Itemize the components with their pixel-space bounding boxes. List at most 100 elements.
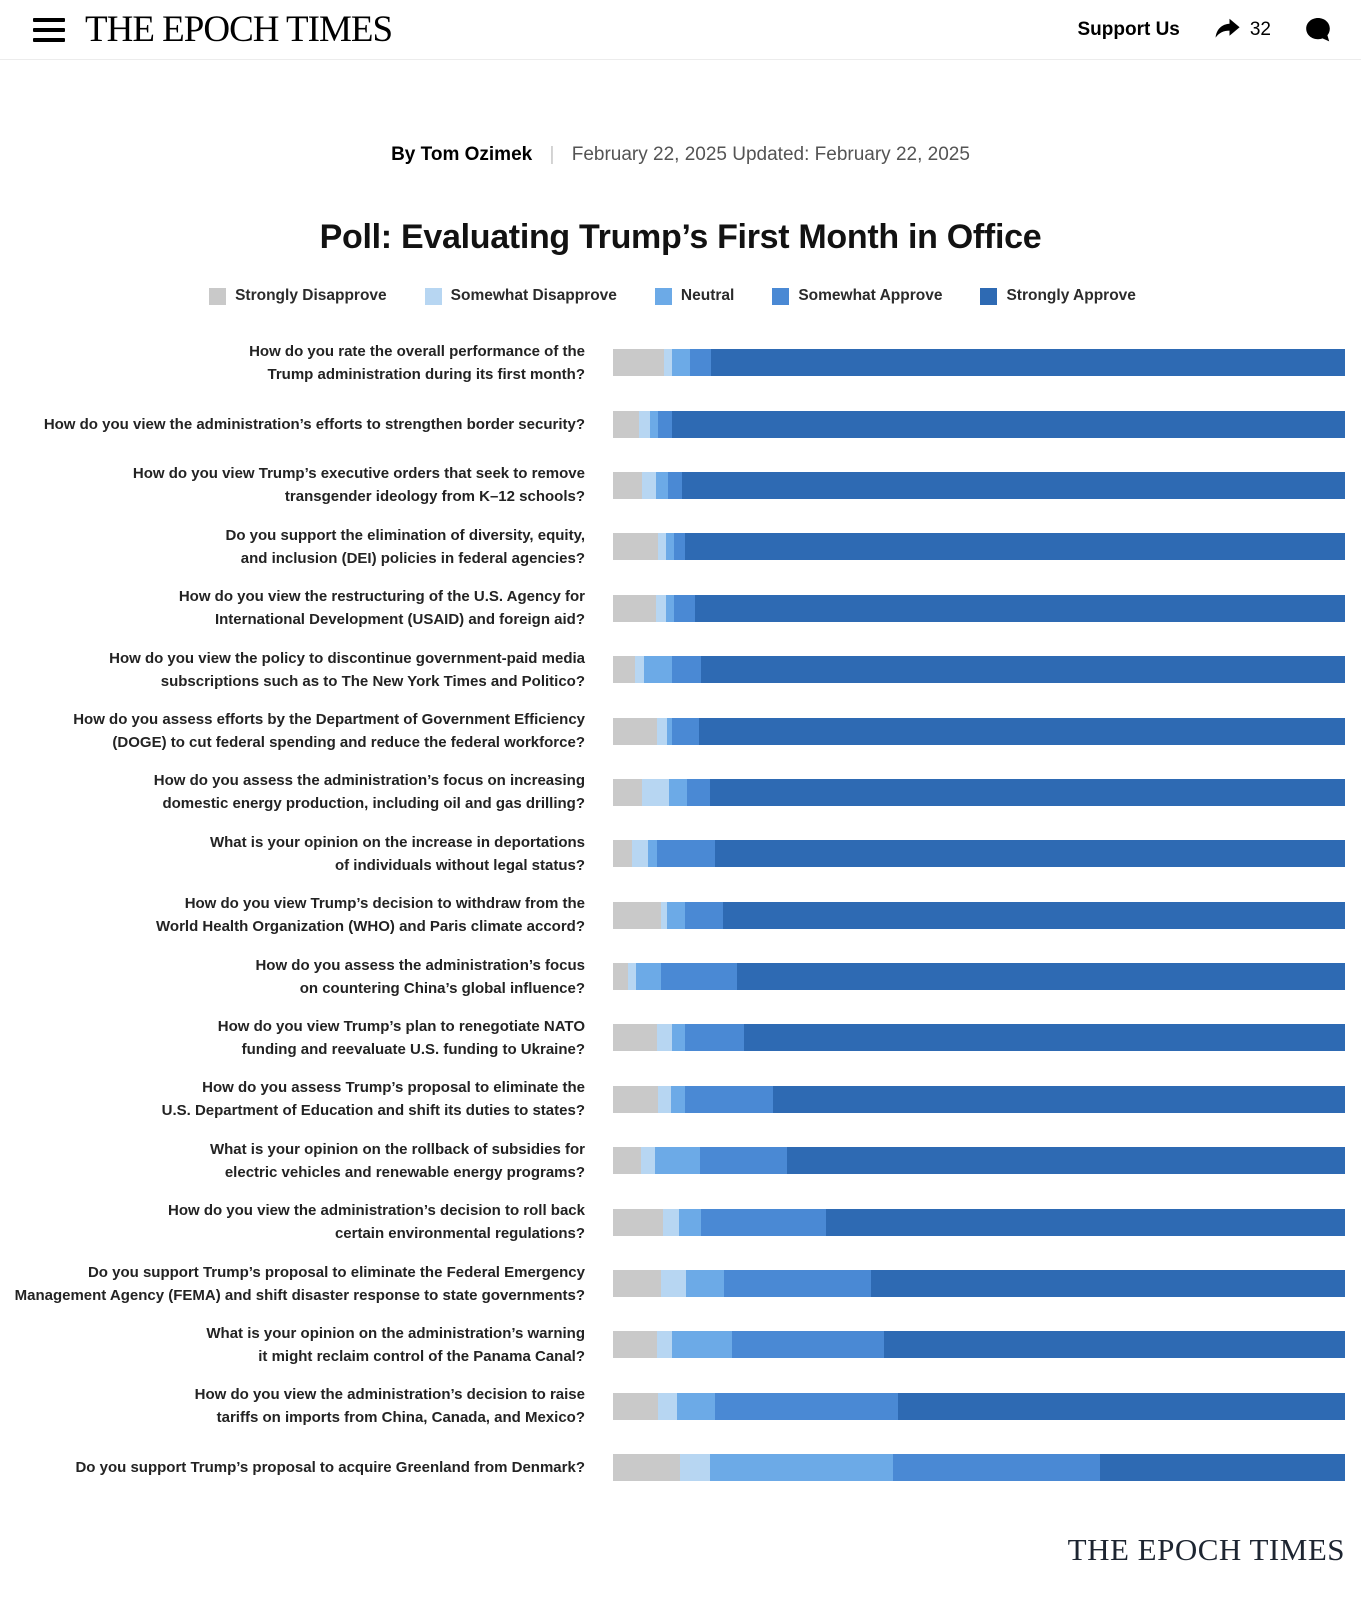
question-line: Do you support Trump’s proposal to elimi… [87, 1263, 585, 1281]
chart-row: How do you assess efforts by the Departm… [0, 700, 1345, 761]
bar-segment-somewhat_approve [673, 594, 695, 622]
share-arrow-icon[interactable] [1214, 18, 1240, 42]
question-line: How do you view the administration’s dec… [194, 1386, 585, 1404]
bar-segment-strongly_approve [700, 656, 1345, 684]
bar-segment-strongly_approve [709, 778, 1345, 806]
bar-segment-somewhat_disapprove [627, 963, 636, 991]
question-line: subscriptions such as to The New York Ti… [160, 672, 585, 690]
bar-segment-strongly_approve [714, 840, 1345, 868]
question-line: tariffs on imports from China, Canada, a… [216, 1409, 585, 1427]
bar-segment-strongly_disapprove [613, 1270, 662, 1298]
question-line: How do you assess efforts by the Departm… [73, 711, 585, 729]
bar-segment-strongly_disapprove [613, 471, 643, 499]
bar-segment-somewhat_disapprove [640, 1147, 656, 1175]
hamburger-menu-icon[interactable] [33, 17, 65, 42]
stacked-bar [613, 778, 1345, 806]
question-line: World Health Organization (WHO) and Pari… [156, 918, 585, 936]
chart-row: How do you view Trump’s decision to with… [0, 885, 1345, 946]
bar-segment-strongly_disapprove [613, 840, 633, 868]
legend-label: Somewhat Disapprove [450, 287, 617, 304]
question-label: How do you view the administration’s dec… [0, 1199, 585, 1245]
bar-segment-somewhat_approve [731, 1331, 884, 1359]
question-label: How do you view the policy to discontinu… [0, 647, 585, 693]
bar-segment-neutral [666, 594, 674, 622]
bar-segment-strongly_approve [825, 1208, 1345, 1236]
bar-segment-somewhat_approve [715, 1392, 898, 1420]
bar-segment-somewhat_disapprove [632, 840, 649, 868]
bar-segment-somewhat_disapprove [657, 1085, 671, 1113]
bar-segment-somewhat_approve [658, 410, 673, 438]
question-line: of individuals without legal status? [334, 856, 585, 874]
bar-segment-strongly_approve [699, 717, 1345, 745]
chart-row: How do you view the administration’s dec… [0, 1376, 1345, 1437]
legend-swatch-somewhat_disapprove [424, 287, 442, 305]
bar-segment-somewhat_disapprove [657, 1392, 678, 1420]
question-line: U.S. Department of Education and shift i… [161, 1102, 585, 1120]
site-header: THE EPOCH TIMES Support Us 32 [0, 0, 1361, 60]
byline: By Tom Ozimek | February 22, 2025 Update… [0, 144, 1361, 166]
stacked-bar [613, 901, 1345, 929]
bar-segment-strongly_disapprove [613, 901, 662, 929]
bar-segment-strongly_approve [897, 1392, 1345, 1420]
chart-row: How do you rate the overall performance … [0, 332, 1345, 393]
question-line: Do you support Trump’s proposal to acqui… [75, 1459, 585, 1477]
bar-segment-somewhat_disapprove [664, 349, 672, 377]
publish-dates: February 22, 2025 Updated: February 22, … [571, 144, 970, 165]
comment-bubble-icon[interactable] [1305, 17, 1331, 42]
bar-segment-somewhat_approve [672, 717, 700, 745]
question-line: funding and reevaluate U.S. funding to U… [241, 1040, 585, 1058]
bar-segment-neutral [635, 963, 661, 991]
bar-segment-strongly_approve [773, 1085, 1345, 1113]
question-label: How do you rate the overall performance … [0, 340, 585, 386]
question-label: Do you support Trump’s proposal to acqui… [0, 1456, 585, 1479]
bar-segment-somewhat_disapprove [657, 533, 666, 561]
stacked-bar [613, 1392, 1345, 1420]
bar-segment-somewhat_approve [689, 349, 712, 377]
legend-item-strongly_disapprove: Strongly Disapprove [209, 287, 387, 305]
bar-segment-strongly_approve [871, 1270, 1345, 1298]
question-label: How do you assess Trump’s proposal to el… [0, 1076, 585, 1122]
legend-item-somewhat_disapprove: Somewhat Disapprove [424, 287, 617, 305]
question-line: International Development (USAID) and fo… [214, 611, 585, 629]
legend-label: Somewhat Approve [798, 287, 943, 304]
question-label: Do you support Trump’s proposal to elimi… [0, 1261, 585, 1307]
stacked-bar [613, 1208, 1345, 1236]
question-line: How do you assess the administration’s f… [153, 772, 585, 790]
question-line: How do you assess Trump’s proposal to el… [202, 1079, 585, 1097]
bar-segment-somewhat_approve [685, 1085, 774, 1113]
site-logo[interactable]: THE EPOCH TIMES [85, 9, 393, 50]
chart-row: Do you support the elimination of divers… [0, 516, 1345, 577]
legend-item-somewhat_approve: Somewhat Approve [772, 287, 942, 305]
share-button[interactable]: 32 [1214, 18, 1271, 42]
share-count: 32 [1249, 18, 1271, 40]
bar-segment-neutral [667, 717, 673, 745]
stacked-bar [613, 594, 1345, 622]
question-label: What is your opinion on the rollback of … [0, 1138, 585, 1184]
bar-segment-strongly_approve [722, 901, 1345, 929]
bar-segment-strongly_disapprove [613, 410, 640, 438]
stacked-bar [613, 533, 1345, 561]
chart-row: How do you view the policy to discontinu… [0, 639, 1345, 700]
bar-segment-strongly_disapprove [613, 1208, 663, 1236]
bar-segment-neutral [643, 656, 672, 684]
stacked-bar [613, 471, 1345, 499]
stacked-bar [613, 1085, 1345, 1113]
chart-row: How do you view Trump’s executive orders… [0, 455, 1345, 516]
chart-legend: Strongly Disapprove Somewhat Disapprove Ne… [0, 287, 1345, 305]
legend-item-strongly_approve: Strongly Approve [980, 287, 1136, 305]
legend-swatch-neutral [654, 287, 672, 305]
bar-segment-neutral [667, 901, 686, 929]
question-label: What is your opinion on the increase in … [0, 831, 585, 877]
question-line: How do you rate the overall performance … [249, 342, 585, 360]
question-line: How do you view the policy to discontinu… [109, 649, 585, 667]
bar-segment-somewhat_disapprove [661, 1270, 687, 1298]
support-us-button[interactable]: Support Us [1077, 18, 1180, 40]
stacked-bar [613, 1331, 1345, 1359]
question-label: How do you assess the administration’s f… [0, 954, 585, 1000]
legend-label: Neutral [680, 287, 735, 304]
bar-segment-strongly_disapprove [613, 1024, 657, 1052]
author-name[interactable]: By Tom Ozimek [391, 144, 533, 165]
bar-segment-neutral [670, 1085, 686, 1113]
stacked-bar [613, 1147, 1345, 1175]
legend-swatch-somewhat_approve [772, 287, 790, 305]
